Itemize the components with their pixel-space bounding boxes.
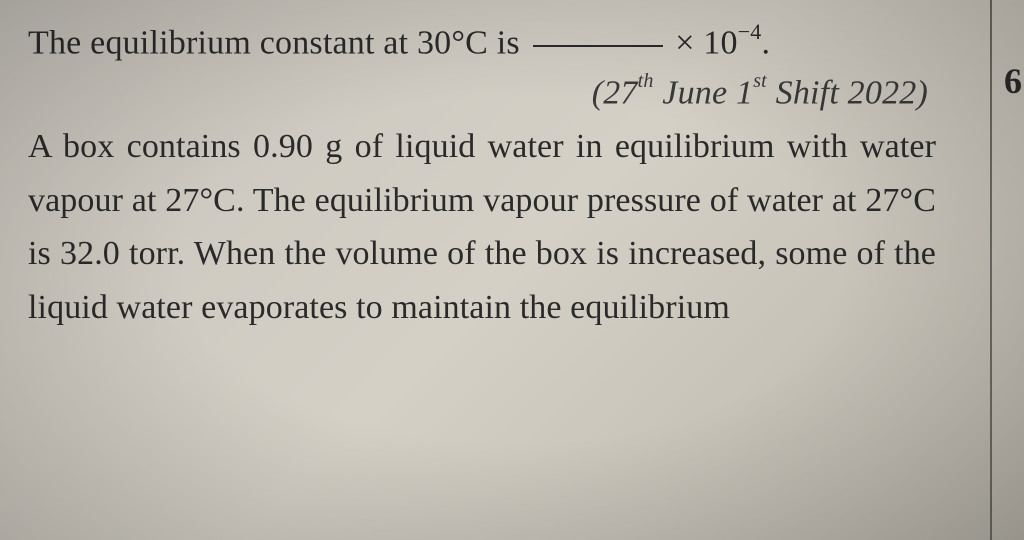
citation-open: ( [592,74,604,111]
page-content: The equilibrium constant at 30°C is × 10… [0,0,1024,353]
citation-shift-num: 1 [736,74,753,111]
citation-day: 27 [603,74,637,111]
exponent-power: −4 [738,19,762,44]
citation-day-ordinal: th [638,70,654,92]
citation-rest: Shift 2022) [767,74,928,111]
citation-shift-ordinal: st [753,70,767,92]
margin-question-number: 6 [1004,60,1022,102]
question-line-1: The equilibrium constant at 30°C is × 10… [28,18,984,68]
question-period: . [762,24,771,61]
column-divider [990,0,992,540]
problem-body: A box contains 0.90 g of liquid water in… [28,120,984,335]
fill-blank [533,45,663,47]
exam-citation: (27th June 1st Shift 2022) [28,74,984,112]
citation-month: June [654,74,736,111]
question-prefix: The equilibrium constant at 30°C is [28,24,529,61]
exponent-base: × 10 [675,24,737,61]
